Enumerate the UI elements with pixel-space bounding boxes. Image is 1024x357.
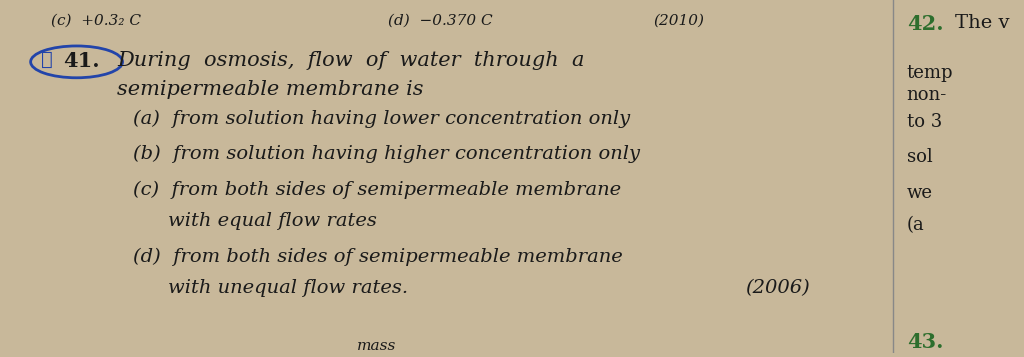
Text: 42.: 42.: [906, 14, 943, 34]
Text: (c)  +0.3₂ C: (c) +0.3₂ C: [51, 14, 141, 28]
Text: ✓: ✓: [41, 51, 52, 69]
Text: temp: temp: [906, 64, 953, 82]
Text: (a)  from solution having lower concentration only: (a) from solution having lower concentra…: [133, 110, 630, 128]
Text: with unequal flow rates.: with unequal flow rates.: [169, 279, 409, 297]
Text: we: we: [906, 184, 933, 202]
Text: 41.: 41.: [63, 51, 100, 71]
Text: sol: sol: [906, 149, 933, 166]
Text: The v: The v: [954, 14, 1010, 32]
Text: non-: non-: [906, 86, 947, 104]
Text: semipermeable membrane is: semipermeable membrane is: [118, 80, 424, 99]
Text: (2006): (2006): [745, 279, 810, 297]
Text: mass: mass: [357, 340, 396, 353]
Text: (c)  from both sides of semipermeable membrane: (c) from both sides of semipermeable mem…: [133, 180, 621, 198]
Text: (a: (a: [906, 216, 925, 233]
Text: to 3: to 3: [906, 113, 942, 131]
Text: (2010): (2010): [653, 14, 705, 28]
Text: (d)  from both sides of semipermeable membrane: (d) from both sides of semipermeable mem…: [133, 247, 623, 266]
Text: with equal flow rates: with equal flow rates: [169, 212, 378, 230]
Text: (b)  from solution having higher concentration only: (b) from solution having higher concentr…: [133, 145, 640, 163]
Text: During  osmosis,  flow  of  water  through  a: During osmosis, flow of water through a: [118, 51, 585, 70]
Text: 43.: 43.: [906, 332, 943, 352]
Text: (d)  −0.370 C: (d) −0.370 C: [388, 14, 493, 28]
